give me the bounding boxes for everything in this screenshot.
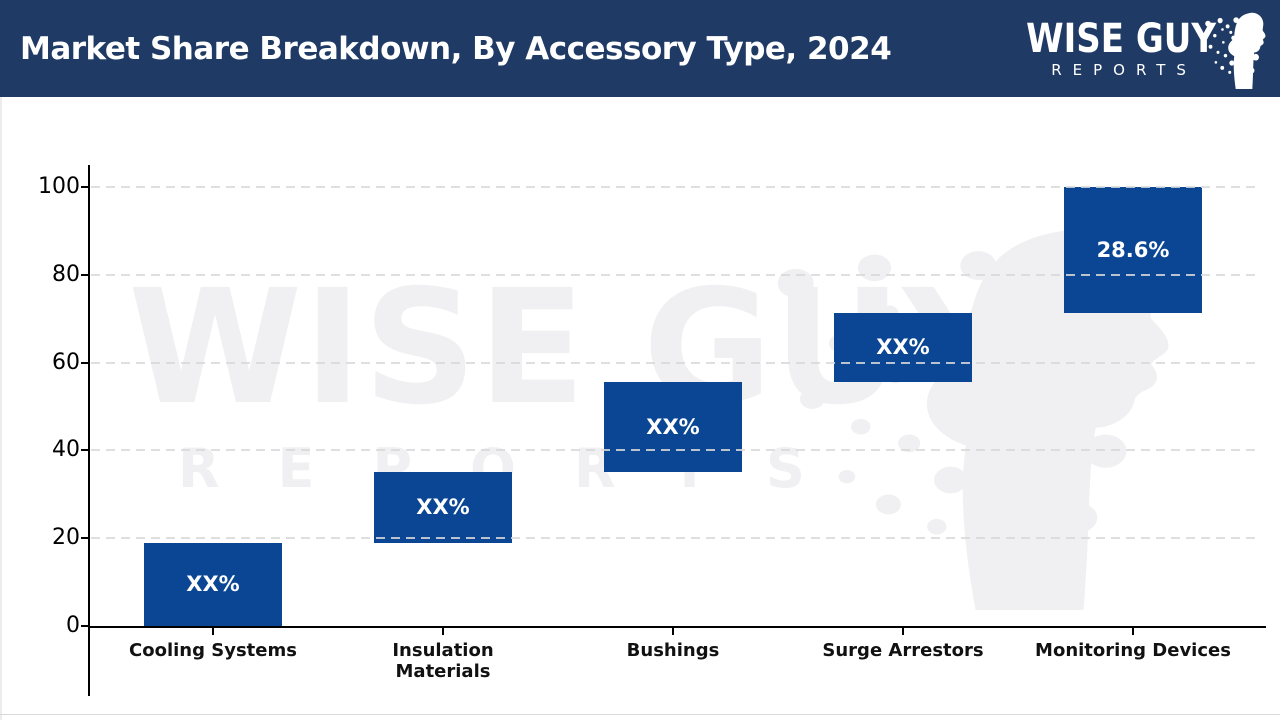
- bar-value-label: XX%: [876, 335, 930, 360]
- y-axis-label: 0: [66, 613, 80, 638]
- header-bar: Market Share Breakdown, By Accessory Typ…: [0, 0, 1280, 97]
- y-tick-mark: [81, 625, 88, 627]
- y-axis-label: 40: [52, 437, 80, 463]
- x-axis-label: Cooling Systems: [129, 640, 297, 661]
- y-tick-mark: [81, 273, 88, 276]
- y-tick-mark: [81, 537, 88, 540]
- y-tick-mark: [81, 186, 88, 188]
- bar-value-label: XX%: [416, 495, 470, 520]
- chart-bar: XX%: [144, 542, 282, 626]
- logo-subtitle: REPORTS: [1051, 60, 1197, 79]
- x-axis-label: Bushings: [626, 640, 720, 661]
- y-axis-label: 20: [52, 525, 80, 551]
- bar-value-label: XX%: [646, 415, 700, 440]
- logo-wordmark: WISE GUY: [1026, 14, 1216, 63]
- y-tick-mark: [81, 361, 88, 364]
- y-tick-mark: [81, 449, 88, 452]
- chart-bar: XX%: [834, 312, 972, 383]
- y-axis-label: 60: [52, 349, 80, 375]
- bar-value-label: 28.6%: [1096, 237, 1170, 262]
- y-axis-label: 80: [52, 261, 80, 287]
- x-tick-mark: [672, 628, 674, 635]
- y-axis-label: 100: [38, 174, 80, 199]
- chart-bar: XX%: [604, 382, 742, 473]
- x-tick-mark: [212, 628, 214, 635]
- x-axis-label: Monitoring Devices: [1035, 640, 1231, 661]
- bar-value-label: XX%: [186, 572, 240, 597]
- chart-area: WISE GUY REPORTS XX% Cooling Systems XX% In…: [0, 97, 1280, 720]
- x-tick-mark: [442, 628, 444, 635]
- chart-title: Market Share Breakdown, By Accessory Typ…: [20, 30, 892, 67]
- x-axis-label: Insulation Materials: [392, 640, 494, 682]
- wise-guy-logo: WISE GUY REPORTS: [1026, 0, 1266, 97]
- chart-bar: XX%: [374, 472, 512, 543]
- x-axis-label: Surge Arrestors: [822, 640, 984, 661]
- bottom-divider: [0, 714, 1280, 715]
- chart-bar: 28.6%: [1064, 187, 1202, 313]
- x-tick-mark: [1132, 628, 1134, 635]
- x-tick-mark: [902, 628, 904, 635]
- x-axis: [88, 626, 1266, 628]
- y-axis: [88, 165, 90, 696]
